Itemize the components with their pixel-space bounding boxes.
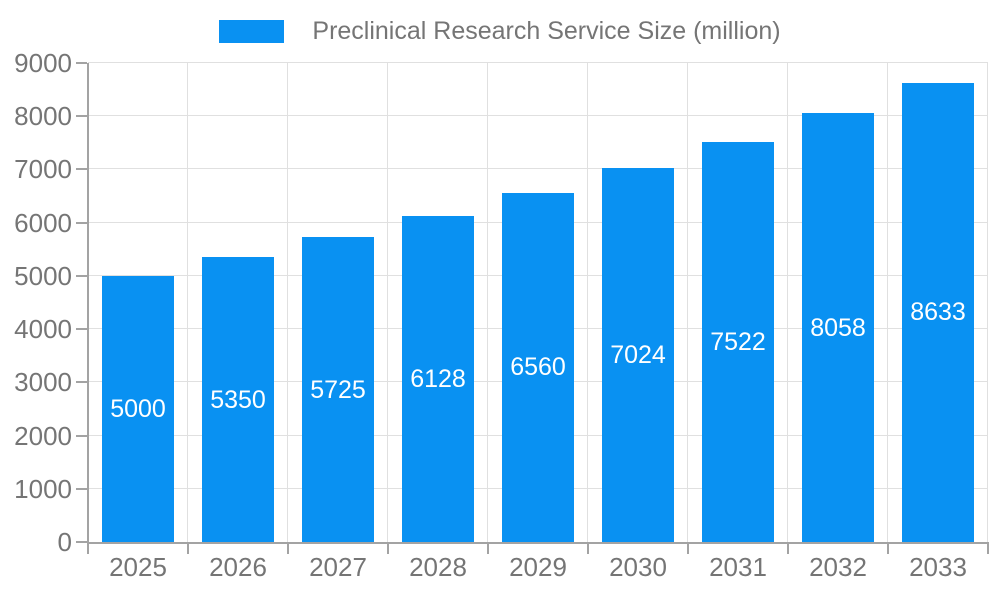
bar-value-label: 5725 (310, 375, 366, 404)
x-grid-line (187, 63, 188, 542)
y-tick-label: 6000 (14, 207, 72, 238)
x-tick-label: 2031 (709, 552, 767, 582)
x-tick-label: 2025 (109, 552, 167, 582)
y-tick (76, 274, 87, 277)
bar[interactable] (602, 168, 674, 542)
x-tick (87, 542, 89, 554)
x-tick-label: 2026 (209, 552, 267, 582)
x-tick-label: 2028 (409, 552, 467, 582)
y-tick-label: 8000 (14, 101, 72, 132)
bar-value-label: 5350 (210, 385, 266, 414)
y-axis-line (87, 63, 89, 542)
y-tick-label: 3000 (14, 367, 72, 398)
bar-value-label: 6560 (510, 353, 566, 382)
y-tick-label: 1000 (14, 473, 72, 504)
bar-value-label: 7024 (610, 341, 666, 370)
x-tick-label: 2027 (309, 552, 367, 582)
x-tick (487, 542, 489, 554)
bar-value-label: 8633 (910, 298, 966, 327)
x-tick (187, 542, 189, 554)
x-grid-line (587, 63, 588, 542)
y-grid-line (88, 62, 988, 63)
bar-value-label: 6128 (410, 364, 466, 393)
bar[interactable] (102, 275, 174, 542)
x-axis-line (87, 542, 989, 544)
x-tick (887, 542, 889, 554)
y-grid-line (88, 115, 988, 117)
y-tick (76, 487, 87, 490)
y-tick (76, 168, 87, 171)
x-grid-line (287, 63, 288, 542)
bar[interactable] (802, 113, 874, 542)
x-tick-label: 2032 (809, 552, 867, 582)
x-grid-line (987, 63, 988, 542)
bar-value-label: 7522 (710, 327, 766, 356)
x-grid-line (387, 63, 388, 542)
x-grid-line (687, 63, 688, 542)
bar[interactable] (702, 141, 774, 542)
x-grid-line (487, 63, 488, 542)
legend-swatch[interactable] (219, 19, 285, 43)
plot-area: 5000 5350 5725 6128 6560 7024 7522 8058 8633 (88, 62, 988, 542)
y-tick (76, 328, 87, 331)
y-tick (76, 221, 87, 224)
y-tick-label: 4000 (14, 314, 72, 345)
bar[interactable] (202, 257, 274, 542)
y-tick (76, 434, 87, 437)
bar-value-label: 5000 (110, 394, 166, 423)
legend[interactable]: Preclinical Research Service Size (milli… (0, 17, 1000, 45)
x-grid-line (787, 63, 788, 542)
x-tick (687, 542, 689, 554)
x-tick (987, 542, 989, 554)
y-tick-label: 5000 (14, 260, 72, 291)
y-tick (76, 381, 87, 384)
y-tick-label: 7000 (14, 154, 72, 185)
y-tick-label: 0 (57, 527, 72, 557)
x-tick (787, 542, 789, 554)
x-tick-label: 2029 (509, 552, 567, 582)
bar[interactable] (902, 82, 974, 542)
x-tick (587, 542, 589, 554)
y-tick-label: 2000 (14, 420, 72, 451)
bar[interactable] (402, 215, 474, 542)
x-grid-line (887, 63, 888, 542)
bar[interactable] (302, 237, 374, 542)
y-tick (76, 541, 87, 543)
x-tick-label: 2033 (909, 552, 967, 582)
bar-value-label: 8058 (810, 313, 866, 342)
x-tick-label: 2030 (609, 552, 667, 582)
bar[interactable] (502, 192, 574, 542)
legend-label[interactable]: Preclinical Research Service Size (milli… (312, 17, 781, 45)
x-tick (387, 542, 389, 554)
y-tick (76, 62, 87, 64)
y-tick (76, 115, 87, 118)
y-tick-label: 9000 (14, 48, 72, 78)
y-grid-line (88, 168, 988, 170)
x-tick (287, 542, 289, 554)
